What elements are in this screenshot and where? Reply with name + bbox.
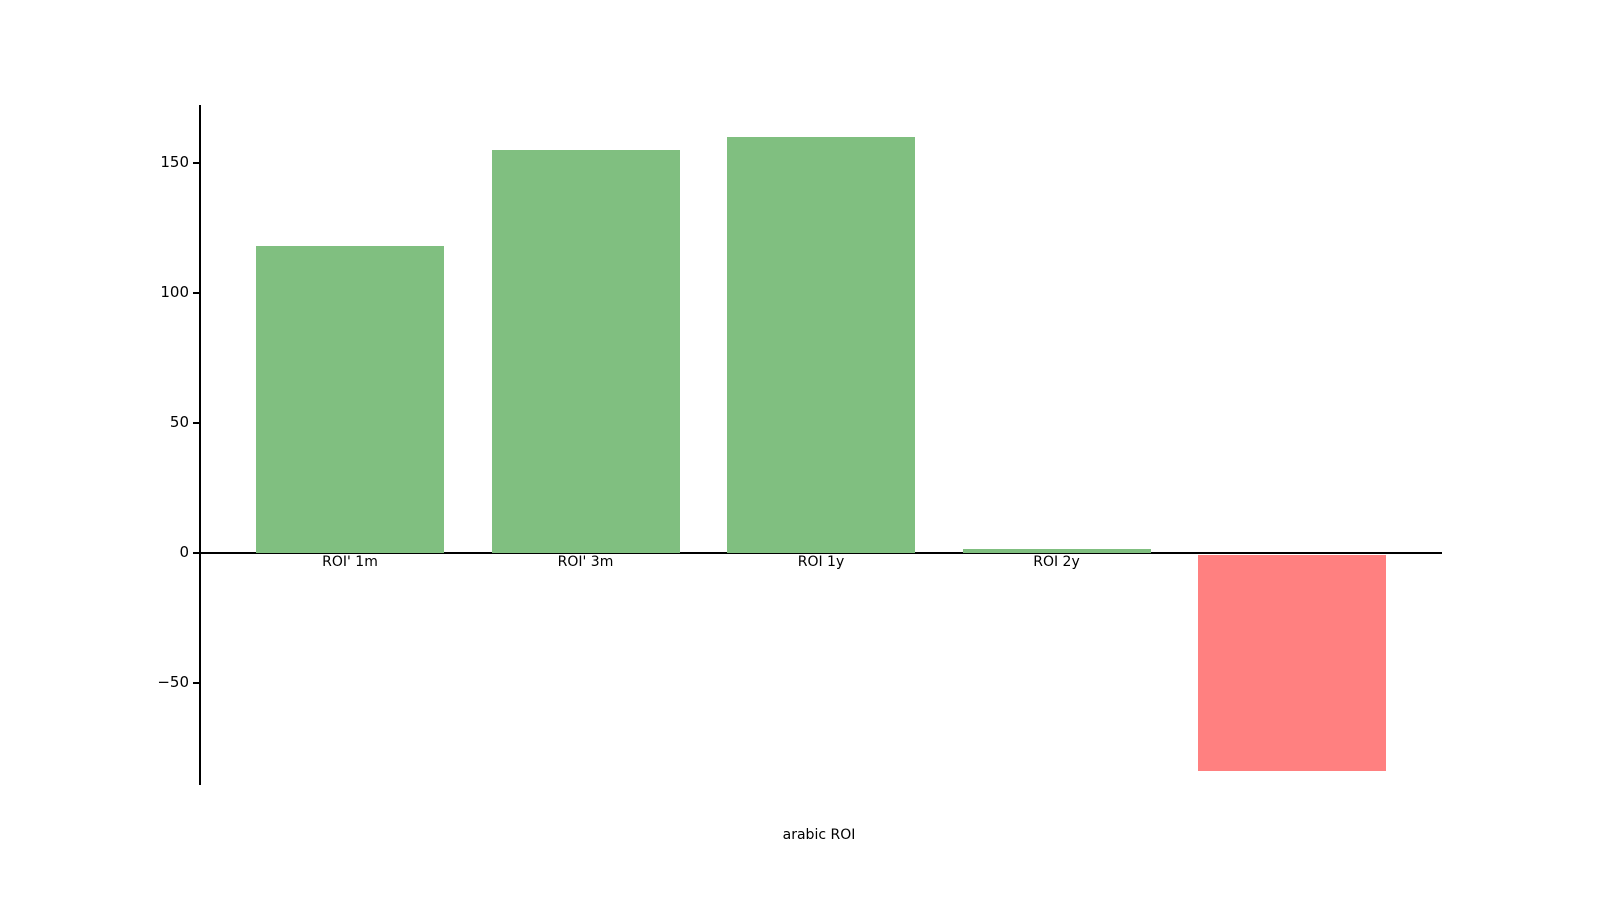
- y-tick-label-0: 0: [179, 543, 189, 561]
- y-tick-mark-100: [193, 292, 200, 294]
- x-tick-label-roi-3m: ROI' 3m: [557, 554, 614, 570]
- y-tick-mark--50: [193, 682, 200, 684]
- y-tick-mark-0: [193, 552, 200, 554]
- x-tick-label-roi-1y: ROI 1y: [797, 554, 845, 570]
- chart-title: arabic ROI: [782, 827, 856, 843]
- y-tick-label-150: 150: [160, 153, 189, 171]
- y-tick-label--50: −50: [157, 673, 189, 691]
- x-axis-line: [200, 552, 1442, 554]
- bar-roi-2y: [962, 549, 1151, 553]
- bar-roi-3m: [491, 150, 680, 553]
- y-tick-mark-50: [193, 422, 200, 424]
- bar-roi-1m: [256, 246, 444, 553]
- y-tick-mark-150: [193, 162, 200, 164]
- y-tick-label-50: 50: [169, 413, 189, 431]
- x-tick-label-roi-2y: ROI 2y: [1033, 554, 1080, 570]
- y-tick-label-100: 100: [160, 283, 189, 301]
- x-tick-label-roi-1m: ROI' 1m: [322, 554, 378, 570]
- bar-unlabeled-4: [1198, 555, 1386, 771]
- y-axis-spine: [199, 105, 201, 785]
- bar-roi-1y: [727, 137, 915, 553]
